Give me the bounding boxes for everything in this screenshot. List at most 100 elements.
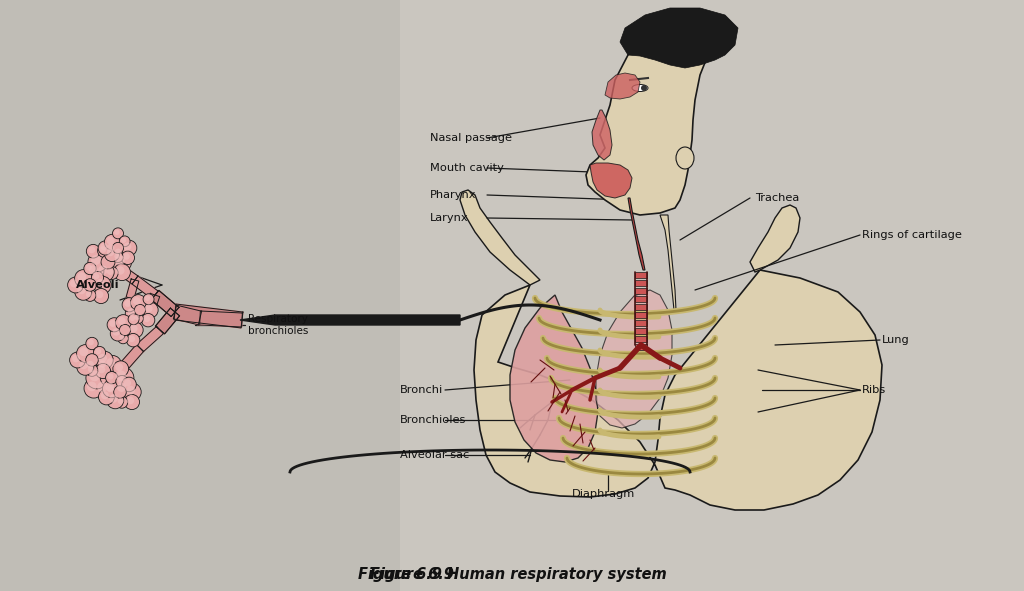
- Circle shape: [77, 272, 86, 281]
- Circle shape: [641, 85, 647, 91]
- Circle shape: [89, 265, 97, 274]
- Circle shape: [124, 379, 131, 387]
- Circle shape: [86, 361, 94, 368]
- Polygon shape: [628, 198, 645, 270]
- Circle shape: [84, 290, 96, 301]
- Circle shape: [124, 300, 131, 307]
- Circle shape: [121, 251, 134, 265]
- Circle shape: [86, 291, 92, 297]
- Polygon shape: [474, 270, 882, 510]
- Circle shape: [100, 371, 116, 386]
- Polygon shape: [596, 290, 672, 428]
- Circle shape: [103, 355, 121, 374]
- Circle shape: [114, 386, 126, 398]
- Text: Larynx: Larynx: [430, 213, 469, 223]
- Circle shape: [93, 273, 99, 280]
- Polygon shape: [126, 279, 139, 299]
- Circle shape: [88, 339, 94, 345]
- Circle shape: [88, 366, 94, 372]
- Circle shape: [86, 245, 100, 258]
- Text: Respiratory
bronchioles: Respiratory bronchioles: [248, 314, 308, 336]
- Circle shape: [114, 229, 120, 235]
- Circle shape: [97, 244, 111, 258]
- Circle shape: [116, 314, 131, 330]
- Circle shape: [122, 377, 136, 392]
- Circle shape: [93, 288, 109, 304]
- Circle shape: [97, 366, 105, 374]
- Circle shape: [116, 363, 123, 371]
- Circle shape: [113, 252, 123, 262]
- Circle shape: [110, 320, 117, 327]
- Circle shape: [101, 391, 109, 400]
- Bar: [635, 320, 647, 326]
- Bar: [635, 288, 647, 294]
- Circle shape: [125, 306, 140, 321]
- Polygon shape: [156, 308, 179, 334]
- Text: Nasal passage: Nasal passage: [430, 133, 512, 143]
- Circle shape: [124, 394, 139, 410]
- Circle shape: [86, 337, 98, 350]
- Circle shape: [113, 367, 134, 389]
- Circle shape: [143, 294, 154, 305]
- Circle shape: [100, 243, 108, 250]
- Circle shape: [144, 296, 151, 301]
- Circle shape: [86, 367, 108, 389]
- Circle shape: [86, 262, 103, 280]
- Bar: [635, 312, 647, 318]
- Text: Bronchioles: Bronchioles: [400, 415, 466, 425]
- Circle shape: [86, 264, 92, 270]
- Circle shape: [106, 385, 114, 392]
- Polygon shape: [143, 293, 160, 317]
- Circle shape: [110, 394, 118, 403]
- Polygon shape: [132, 276, 158, 299]
- Circle shape: [84, 262, 96, 275]
- Circle shape: [102, 380, 120, 398]
- Circle shape: [106, 392, 124, 409]
- Polygon shape: [152, 290, 179, 317]
- Circle shape: [113, 228, 124, 239]
- Bar: [635, 336, 647, 342]
- Circle shape: [130, 316, 135, 321]
- Text: Figure 6.9 Human respiratory system: Figure 6.9 Human respiratory system: [357, 567, 667, 583]
- Circle shape: [127, 322, 143, 338]
- Circle shape: [98, 241, 113, 255]
- Circle shape: [115, 249, 122, 256]
- Circle shape: [117, 383, 126, 392]
- Circle shape: [114, 264, 130, 281]
- Circle shape: [88, 252, 108, 272]
- Circle shape: [115, 255, 125, 265]
- Circle shape: [113, 328, 120, 336]
- Circle shape: [105, 382, 114, 391]
- Circle shape: [127, 397, 134, 404]
- Circle shape: [86, 353, 98, 366]
- Circle shape: [111, 326, 125, 341]
- Circle shape: [75, 283, 92, 300]
- Circle shape: [124, 383, 141, 401]
- Circle shape: [121, 238, 126, 243]
- Circle shape: [77, 345, 94, 362]
- Circle shape: [106, 244, 115, 252]
- Circle shape: [108, 374, 114, 379]
- Circle shape: [104, 383, 119, 397]
- Circle shape: [126, 333, 140, 347]
- Circle shape: [108, 318, 121, 332]
- Circle shape: [101, 255, 115, 269]
- Circle shape: [75, 269, 92, 287]
- Bar: [400, 0, 1024, 591]
- Circle shape: [124, 242, 131, 251]
- Circle shape: [84, 379, 103, 398]
- Bar: [635, 328, 647, 334]
- Circle shape: [89, 371, 100, 381]
- Polygon shape: [173, 305, 202, 325]
- Circle shape: [98, 354, 108, 363]
- Circle shape: [121, 240, 137, 256]
- Circle shape: [106, 268, 114, 275]
- Circle shape: [133, 313, 143, 324]
- Circle shape: [84, 279, 96, 291]
- Circle shape: [88, 246, 95, 254]
- Circle shape: [97, 382, 108, 392]
- Circle shape: [104, 246, 120, 262]
- Circle shape: [115, 380, 133, 398]
- Circle shape: [106, 249, 115, 256]
- Polygon shape: [240, 315, 460, 325]
